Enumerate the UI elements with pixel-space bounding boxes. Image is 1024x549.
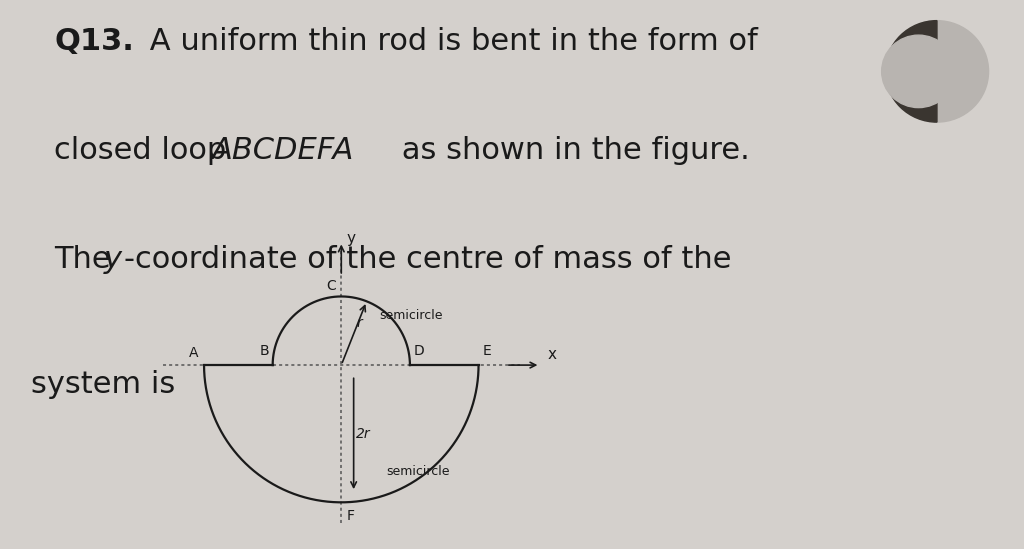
Text: closed loop: closed loop: [54, 136, 237, 165]
Text: A uniform thin rod is bent in the form of: A uniform thin rod is bent in the form o…: [139, 27, 758, 56]
Text: F: F: [347, 509, 354, 523]
Circle shape: [882, 35, 955, 108]
Text: B: B: [260, 344, 269, 358]
Text: as shown in the figure.: as shown in the figure.: [392, 136, 750, 165]
Circle shape: [886, 21, 988, 122]
Text: ABCDEFA: ABCDEFA: [212, 136, 354, 165]
Text: 2r: 2r: [356, 427, 371, 441]
Text: E: E: [482, 344, 492, 358]
Text: system is: system is: [31, 370, 175, 399]
Text: C: C: [326, 279, 336, 293]
Text: x: x: [547, 346, 556, 362]
Text: semicircle: semicircle: [379, 309, 442, 322]
Text: -coordinate of the centre of mass of the: -coordinate of the centre of mass of the: [124, 245, 732, 274]
Text: y: y: [103, 245, 122, 274]
Text: A: A: [189, 345, 199, 360]
Text: semicircle: semicircle: [386, 465, 450, 478]
Text: r: r: [356, 316, 361, 330]
Text: Q13.: Q13.: [54, 27, 134, 56]
Text: D: D: [414, 344, 425, 358]
Text: y: y: [347, 231, 355, 245]
Wedge shape: [886, 21, 937, 122]
Text: The: The: [54, 245, 121, 274]
